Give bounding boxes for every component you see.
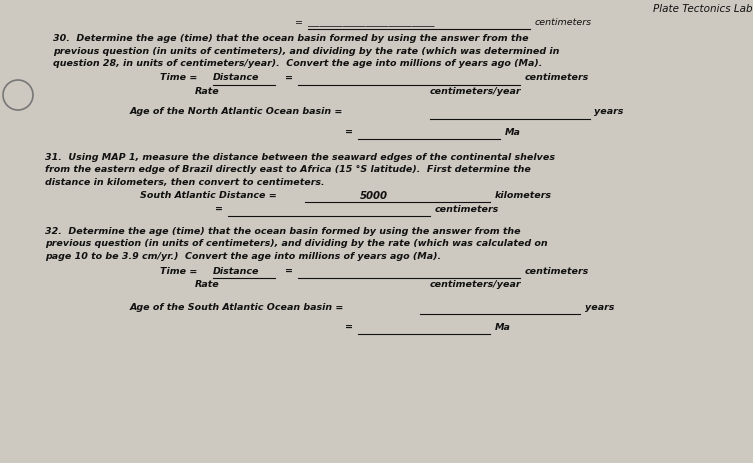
Circle shape: [3, 80, 33, 110]
Text: =: =: [285, 74, 293, 82]
Text: years: years: [585, 302, 614, 312]
Text: centimeters/year: centimeters/year: [430, 87, 522, 96]
Text: ______________________: ______________________: [308, 18, 434, 27]
Text: 31.  Using MAP 1, measure the distance between the seaward edges of the continen: 31. Using MAP 1, measure the distance be…: [45, 152, 555, 162]
Text: =: =: [295, 18, 303, 27]
Text: Rate: Rate: [195, 280, 220, 289]
Text: years: years: [594, 107, 623, 117]
Text: centimeters: centimeters: [435, 205, 499, 213]
Text: =: =: [285, 267, 293, 275]
Text: from the eastern edge of Brazil directly east to Africa (15 °S latitude).  First: from the eastern edge of Brazil directly…: [45, 165, 531, 174]
Text: Time =: Time =: [160, 74, 200, 82]
Text: 32.  Determine the age (time) that the ocean basin formed by using the answer fr: 32. Determine the age (time) that the oc…: [45, 227, 520, 236]
Text: distance in kilometers, then convert to centimeters.: distance in kilometers, then convert to …: [45, 177, 325, 187]
Text: centimeters/year: centimeters/year: [430, 280, 522, 289]
Text: Time =: Time =: [160, 267, 200, 275]
Text: centimeters: centimeters: [525, 74, 590, 82]
Text: Distance: Distance: [213, 267, 260, 275]
Text: Ma: Ma: [505, 128, 521, 137]
Text: South Atlantic Distance =: South Atlantic Distance =: [140, 191, 277, 200]
Text: Rate: Rate: [195, 87, 220, 96]
Text: Ma: Ma: [495, 323, 511, 332]
Text: 5000: 5000: [360, 191, 388, 201]
Text: page 10 to be 3.9 cm/yr.)  Convert the age into millions of years ago (Ma).: page 10 to be 3.9 cm/yr.) Convert the ag…: [45, 252, 441, 261]
Text: =: =: [345, 128, 353, 137]
Text: =: =: [215, 205, 223, 213]
Text: previous question (in units of centimeters), and dividing by the rate (which was: previous question (in units of centimete…: [45, 239, 547, 249]
Text: Age of the South Atlantic Ocean basin =: Age of the South Atlantic Ocean basin =: [130, 302, 344, 312]
Text: centimeters: centimeters: [535, 18, 592, 27]
Text: 30.  Determine the age (time) that the ocean basin formed by using the answer fr: 30. Determine the age (time) that the oc…: [53, 34, 529, 43]
Text: centimeters: centimeters: [525, 267, 590, 275]
Text: kilometers: kilometers: [495, 191, 552, 200]
Text: =: =: [345, 323, 353, 332]
Text: Distance: Distance: [213, 74, 260, 82]
Text: Age of the North Atlantic Ocean basin =: Age of the North Atlantic Ocean basin =: [130, 107, 343, 117]
Text: previous question (in units of centimeters), and dividing by the rate (which was: previous question (in units of centimete…: [53, 46, 559, 56]
Text: question 28, in units of centimeters/year).  Convert the age into millions of ye: question 28, in units of centimeters/yea…: [53, 59, 542, 68]
Text: Plate Tectonics Lab: Plate Tectonics Lab: [654, 4, 753, 14]
